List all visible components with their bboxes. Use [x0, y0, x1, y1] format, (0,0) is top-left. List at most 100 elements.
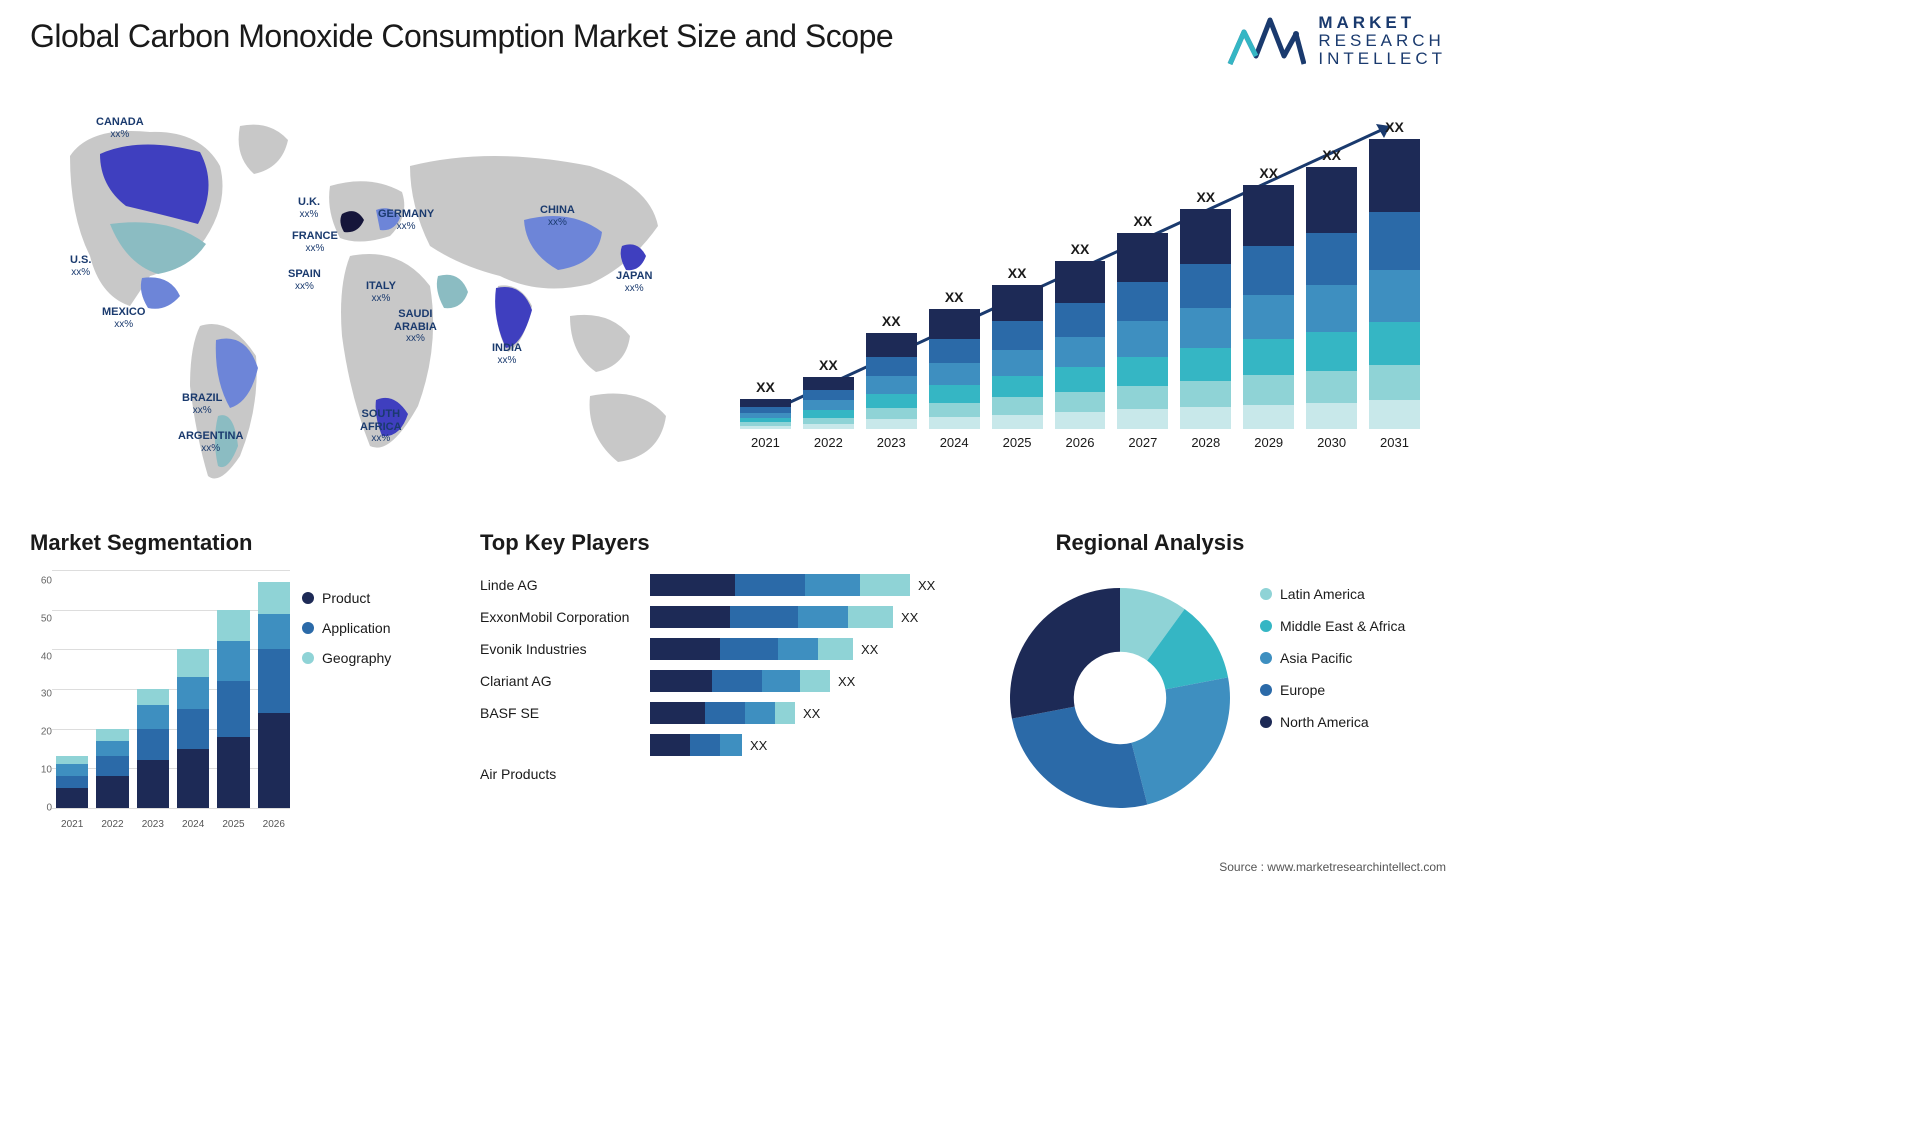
bar-value-label: XX	[1008, 265, 1027, 281]
player-bar	[650, 606, 893, 628]
bar-stack	[866, 333, 917, 429]
bar-stack	[1180, 209, 1231, 429]
player-bar-segment	[778, 638, 818, 660]
bar-segment	[1055, 337, 1106, 367]
player-bar-segment	[848, 606, 893, 628]
bar-segment	[929, 363, 980, 385]
y-tick: 10	[30, 765, 52, 776]
legend-label: Middle East & Africa	[1280, 618, 1405, 634]
bar-year-label: 2025	[1003, 435, 1032, 450]
brand-logo: MARKET RESEARCH INTELLECT	[1226, 14, 1446, 68]
bar-value-label: XX	[1071, 241, 1090, 257]
bar-segment	[1243, 339, 1294, 376]
x-tick: 2024	[177, 819, 209, 830]
bar-segment	[1117, 357, 1168, 386]
bar-segment	[1180, 264, 1231, 308]
player-bar-wrap: XX	[650, 606, 930, 628]
seg-bar-segment	[177, 677, 209, 709]
player-name: ExxonMobil Corporation	[480, 609, 650, 625]
player-row: ExxonMobil Corporation XX	[480, 606, 980, 628]
bar-segment	[1055, 261, 1106, 303]
bar-segment	[929, 339, 980, 363]
bar-segment	[1117, 321, 1168, 356]
bar-segment	[1243, 405, 1294, 429]
map-label: SOUTHAFRICAxx%	[360, 408, 402, 445]
legend-swatch	[1260, 652, 1272, 664]
bar-segment	[1117, 409, 1168, 429]
seg-bar-segment	[177, 749, 209, 809]
seg-bar-segment	[217, 681, 249, 737]
seg-bar-segment	[217, 737, 249, 808]
legend-label: Geography	[322, 650, 391, 666]
player-value: XX	[901, 610, 918, 625]
player-name: Air Products	[480, 766, 650, 782]
page-title: Global Carbon Monoxide Consumption Marke…	[30, 18, 893, 55]
map-label: FRANCExx%	[292, 230, 338, 254]
bar-segment	[866, 394, 917, 408]
bar-segment	[1055, 392, 1106, 412]
player-bar-segment	[712, 670, 762, 692]
bar-year-label: 2023	[877, 435, 906, 450]
bar-year-label: 2031	[1380, 435, 1409, 450]
bar-segment	[1306, 167, 1357, 233]
player-bar-segment	[775, 702, 795, 724]
bar-segment	[803, 390, 854, 400]
seg-bar-segment	[56, 788, 88, 808]
y-tick: 60	[30, 576, 52, 587]
logo-line2: RESEARCH	[1318, 32, 1446, 50]
logo-line3: INTELLECT	[1318, 50, 1446, 68]
legend-swatch	[1260, 716, 1272, 728]
bar-segment	[992, 285, 1043, 321]
bar-stack	[1243, 185, 1294, 429]
seg-bar-segment	[137, 689, 169, 705]
player-bar-segment	[650, 606, 730, 628]
player-bar-segment	[800, 670, 830, 692]
player-bar-segment	[690, 734, 720, 756]
seg-bar-segment	[258, 582, 290, 614]
player-bar-segment	[860, 574, 910, 596]
bar-segment	[866, 419, 917, 429]
bar-segment	[866, 376, 917, 393]
donut-slice	[1131, 677, 1230, 804]
logo-text: MARKET RESEARCH INTELLECT	[1318, 14, 1446, 68]
player-row: Linde AGXX	[480, 574, 980, 596]
bar-segment	[1369, 270, 1420, 322]
player-bar-segment	[650, 638, 720, 660]
x-tick: 2021	[56, 819, 88, 830]
player-bar-segment	[735, 574, 805, 596]
y-tick: 30	[30, 689, 52, 700]
seg-bar-segment	[258, 713, 290, 808]
bar-segment	[1369, 139, 1420, 212]
seg-bar-segment	[137, 760, 169, 808]
bar-segment	[1306, 332, 1357, 371]
player-bar-segment	[650, 574, 735, 596]
player-value: XX	[750, 738, 767, 753]
legend-swatch	[302, 652, 314, 664]
bar-value-label: XX	[1385, 119, 1404, 135]
bar-segment	[866, 333, 917, 357]
player-value: XX	[918, 578, 935, 593]
player-row: XX	[480, 734, 980, 756]
player-bar-segment	[730, 606, 798, 628]
player-bar	[650, 702, 795, 724]
bar-value-label: XX	[1322, 147, 1341, 163]
bar-segment	[929, 309, 980, 339]
seg-bar	[56, 756, 88, 808]
bar-column: XX2027	[1117, 213, 1168, 450]
bar-segment	[1306, 233, 1357, 285]
player-bar-segment	[720, 734, 742, 756]
bar-value-label: XX	[1134, 213, 1153, 229]
legend-item: Latin America	[1260, 586, 1405, 602]
seg-bar-segment	[137, 729, 169, 761]
bar-year-label: 2021	[751, 435, 780, 450]
bar-stack	[740, 399, 791, 429]
map-label: MEXICOxx%	[102, 306, 145, 330]
market-size-bar-chart: XX2021XX2022XX2023XX2024XX2025XX2026XX20…	[740, 96, 1420, 476]
map-label: ITALYxx%	[366, 280, 396, 304]
seg-bar-segment	[217, 610, 249, 642]
bar-segment	[803, 377, 854, 390]
legend-label: Latin America	[1280, 586, 1365, 602]
bar-segment	[992, 397, 1043, 414]
regional-donut	[1000, 578, 1240, 818]
bar-column: XX2026	[1055, 241, 1106, 450]
